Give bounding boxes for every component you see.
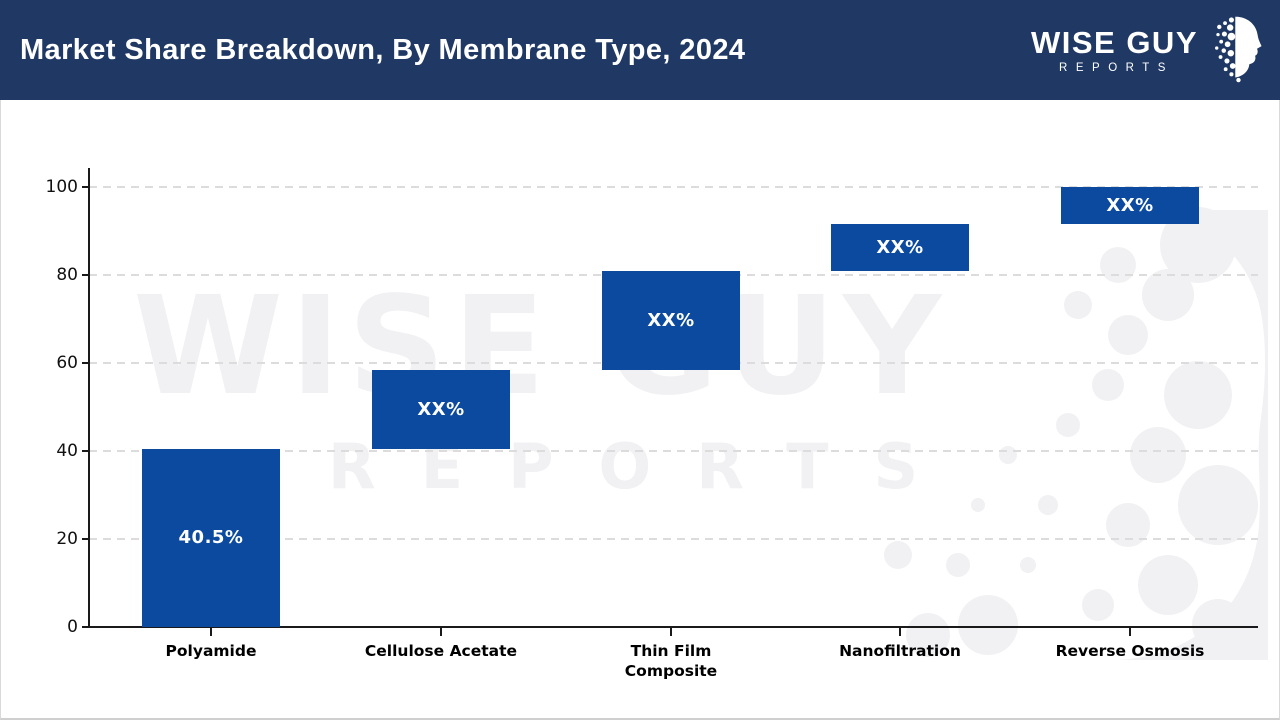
x-tick-5 <box>1129 628 1131 636</box>
x-tick-1 <box>210 628 212 636</box>
y-tick-label-0: 0 <box>67 617 78 637</box>
y-tick-100 <box>82 186 89 188</box>
y-tick-label-60: 60 <box>56 353 78 373</box>
bar-2: XX% <box>372 369 510 449</box>
gridline-100 <box>89 186 1258 188</box>
category-label-5: Reverse Osmosis <box>1055 642 1205 660</box>
y-axis <box>88 168 90 628</box>
bar-4: XX% <box>831 224 969 271</box>
y-tick-20 <box>82 538 89 540</box>
x-tick-2 <box>440 628 442 636</box>
logo-head-icon <box>1215 16 1262 83</box>
watermark-wordmark: WISE GUY <box>133 268 949 426</box>
category-label-4: Nanofiltration <box>839 642 961 660</box>
y-tick-80 <box>82 274 89 276</box>
gridline-20 <box>89 538 1258 540</box>
brand-logo: WISE GUY REPORTS <box>1031 13 1266 87</box>
y-tick-label-100: 100 <box>45 177 78 197</box>
bar-value-label: XX% <box>876 236 924 258</box>
header: Market Share Breakdown, By Membrane Type… <box>0 0 1280 100</box>
bar-value-label: XX% <box>1106 195 1154 217</box>
bar-1: 40.5% <box>142 448 280 627</box>
logo-wordmark-block: WISE GUY REPORTS <box>1031 27 1198 74</box>
bar-value-label: XX% <box>647 309 695 331</box>
y-tick-60 <box>82 362 89 364</box>
bar-value-label: 40.5% <box>178 527 244 549</box>
category-label-3: Thin Film Composite <box>624 642 718 680</box>
logo-subtext: REPORTS <box>1059 61 1174 74</box>
bar-value-label: XX% <box>417 398 465 420</box>
y-tick-label-40: 40 <box>56 441 78 461</box>
bar-3: XX% <box>602 270 740 370</box>
logo-wordmark: WISE GUY <box>1030 24 1198 60</box>
category-label-2: Cellulose Acetate <box>364 642 518 660</box>
y-tick-40 <box>82 450 89 452</box>
category-label-1: Polyamide <box>165 642 257 660</box>
y-tick-0 <box>82 626 89 628</box>
page-title: Market Share Breakdown, By Membrane Type… <box>20 33 746 66</box>
bar-5: XX% <box>1061 187 1199 225</box>
x-tick-3 <box>670 628 672 636</box>
gridline-40 <box>89 450 1258 452</box>
x-tick-4 <box>899 628 901 636</box>
x-axis <box>88 626 1258 628</box>
y-tick-label-80: 80 <box>56 265 78 285</box>
y-tick-label-20: 20 <box>56 529 78 549</box>
